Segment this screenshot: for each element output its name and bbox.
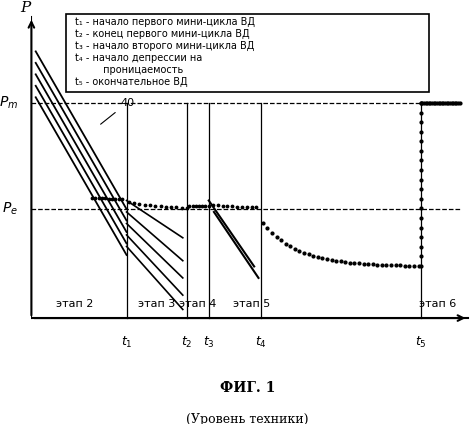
Text: ФИГ. 1: ФИГ. 1 [220,381,275,395]
Text: P: P [20,1,30,15]
FancyBboxPatch shape [66,14,429,92]
Text: этап 5: этап 5 [233,299,271,310]
Text: этап 2: этап 2 [56,299,93,310]
Text: $t_5$: $t_5$ [415,335,427,350]
Text: $P_e$: $P_e$ [2,201,18,218]
Text: t₁ - начало первого мини-цикла ВД: t₁ - начало первого мини-цикла ВД [74,17,255,28]
Text: $t_4$: $t_4$ [255,335,266,350]
Text: $P_m$: $P_m$ [0,95,18,111]
Text: t₄ - начало депрессии на: t₄ - начало депрессии на [74,53,202,63]
Text: этап 4: этап 4 [179,299,217,310]
Text: $t_3$: $t_3$ [203,335,215,350]
Text: t₅ - окончательное ВД: t₅ - окончательное ВД [74,77,187,87]
Text: 40: 40 [100,98,134,124]
Text: этап 6: этап 6 [419,299,456,310]
Text: проницаемость: проницаемость [74,65,183,75]
Text: (Уровень техники): (Уровень техники) [186,413,309,424]
Text: t₂ - конец первого мини-цикла ВД: t₂ - конец первого мини-цикла ВД [74,29,249,39]
Text: $t_1$: $t_1$ [121,335,132,350]
Text: t₃ - начало второго мини-цикла ВД: t₃ - начало второго мини-цикла ВД [74,41,254,51]
Text: этап 3: этап 3 [138,299,175,310]
Text: $t_2$: $t_2$ [182,335,193,350]
